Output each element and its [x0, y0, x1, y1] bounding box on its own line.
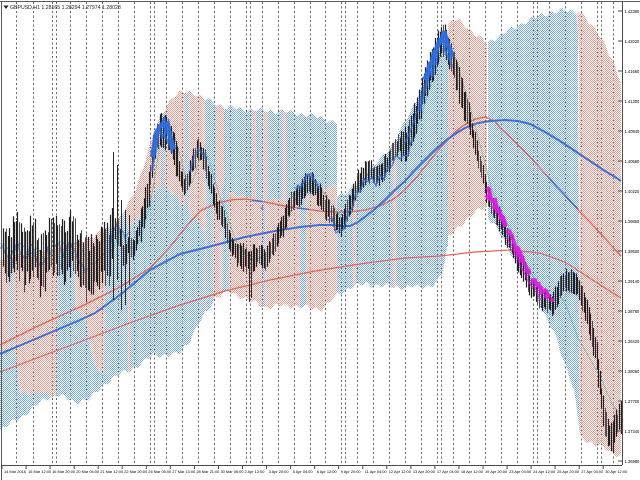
svg-text:17 Apr 04:00: 17 Apr 04:00 [437, 469, 460, 474]
svg-text:1.38780: 1.38780 [625, 309, 640, 314]
svg-text:1.38420: 1.38420 [625, 339, 640, 344]
svg-text:23 Apr 04:00: 23 Apr 04:00 [509, 469, 532, 474]
svg-text:5 Apr 04:00: 5 Apr 04:00 [293, 469, 314, 474]
svg-text:30 Apr 12:00: 30 Apr 12:00 [605, 469, 628, 474]
svg-text:15 Mar 12:00: 15 Mar 12:00 [28, 469, 52, 474]
svg-text:9 Apr 20:00: 9 Apr 20:00 [341, 469, 362, 474]
svg-text:1.37340: 1.37340 [625, 429, 640, 434]
svg-text:16 Mar 20:00: 16 Mar 20:00 [52, 469, 76, 474]
svg-text:26 Mar 05:00: 26 Mar 05:00 [148, 469, 172, 474]
svg-text:1.40580: 1.40580 [625, 159, 640, 164]
svg-text:GBPUSD,H1 1.28165 1.28294 1.27: GBPUSD,H1 1.28165 1.28294 1.27974 1.2802… [10, 5, 121, 11]
svg-text:21 Mar 12:00: 21 Mar 12:00 [100, 469, 124, 474]
svg-text:22 Mar 20:00: 22 Mar 20:00 [124, 469, 148, 474]
svg-text:13 Apr 20:00: 13 Apr 20:00 [413, 469, 436, 474]
svg-text:6 Apr 12:00: 6 Apr 12:00 [317, 469, 338, 474]
svg-text:20 Mar 04:00: 20 Mar 04:00 [76, 469, 100, 474]
svg-text:1.39860: 1.39860 [625, 219, 640, 224]
svg-text:11 Apr 04:00: 11 Apr 04:00 [365, 469, 388, 474]
svg-text:14 Mar 2018: 14 Mar 2018 [4, 469, 26, 474]
svg-text:28 Mar 21:00: 28 Mar 21:00 [196, 469, 220, 474]
svg-text:27 Apr 04:00: 27 Apr 04:00 [581, 469, 604, 474]
svg-text:2 Apr 12:00: 2 Apr 12:00 [245, 469, 266, 474]
svg-text:1.37700: 1.37700 [625, 399, 640, 404]
svg-text:18 Apr 12:00: 18 Apr 12:00 [461, 469, 484, 474]
svg-text:3 Apr 20:00: 3 Apr 20:00 [269, 469, 290, 474]
svg-text:1.40940: 1.40940 [625, 129, 640, 134]
svg-text:30 Mar 06:00: 30 Mar 06:00 [221, 469, 245, 474]
svg-text:25 Apr 20:00: 25 Apr 20:00 [557, 469, 580, 474]
svg-text:1.41300: 1.41300 [625, 99, 640, 104]
svg-text:12 Apr 12:00: 12 Apr 12:00 [389, 469, 412, 474]
svg-text:19 Apr 20:00: 19 Apr 20:00 [485, 469, 508, 474]
svg-text:1.39140: 1.39140 [625, 279, 640, 284]
svg-text:1.42020: 1.42020 [625, 39, 640, 44]
svg-text:1.39500: 1.39500 [625, 249, 640, 254]
svg-text:1.38060: 1.38060 [625, 369, 640, 374]
svg-text:24 Apr 12:00: 24 Apr 12:00 [533, 469, 556, 474]
svg-text:1.42380: 1.42380 [625, 9, 640, 14]
svg-text:1.36980: 1.36980 [625, 459, 640, 464]
svg-text:1.41660: 1.41660 [625, 69, 640, 74]
svg-text:1.40220: 1.40220 [625, 189, 640, 194]
svg-text:27 Mar 13:00: 27 Mar 13:00 [172, 469, 196, 474]
